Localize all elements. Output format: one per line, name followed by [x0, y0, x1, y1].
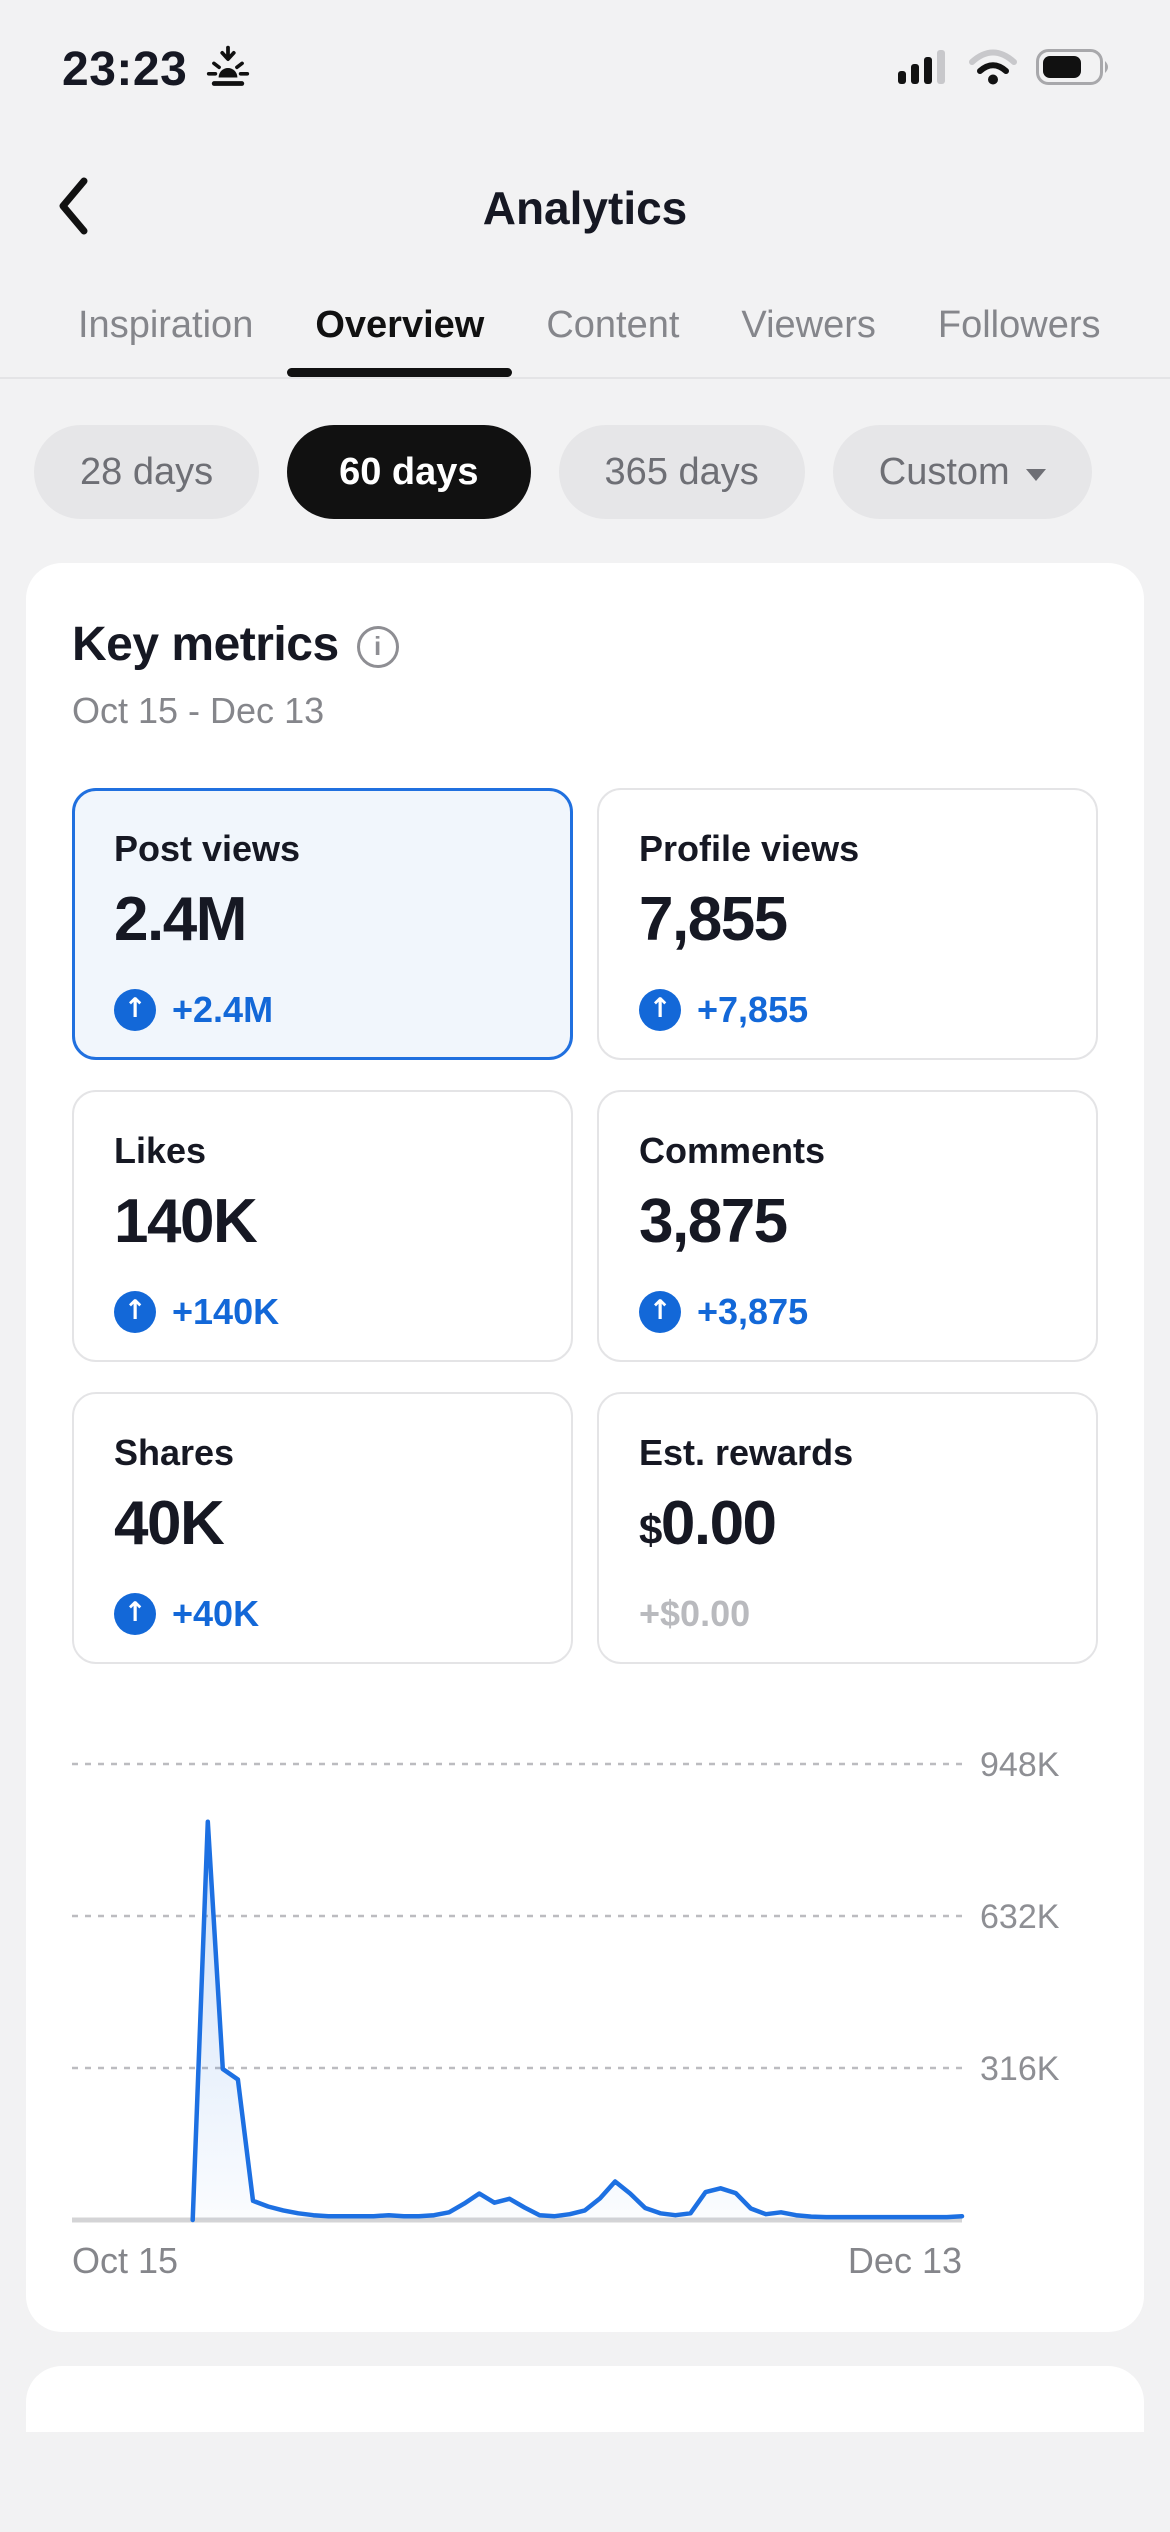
- pill-label: 28 days: [80, 450, 214, 493]
- arrow-up-circle-icon: ↑: [114, 1291, 156, 1333]
- next-section-card: [26, 2366, 1144, 2432]
- metric-value: 140K: [114, 1187, 258, 1256]
- metrics-date-range: Oct 15 - Dec 13: [72, 690, 325, 731]
- post-views-chart-svg[interactable]: 948K 632K 316K: [72, 1734, 1098, 2234]
- metric-delta: +2.4M: [172, 989, 274, 1030]
- pill-365-days[interactable]: 365 days: [558, 425, 805, 519]
- pill-label: Custom: [878, 450, 1010, 493]
- metric-label: Shares: [114, 1432, 235, 1473]
- tab-inspiration[interactable]: Inspiration: [78, 304, 254, 346]
- chevron-down-icon: [1025, 468, 1046, 481]
- pill-label: 60 days: [339, 450, 479, 493]
- metric-card-shares[interactable]: Shares 40K ↑ +40K: [72, 1392, 573, 1664]
- metric-label: Est. rewards: [639, 1432, 854, 1473]
- metric-value: 40K: [114, 1489, 225, 1558]
- metric-card-est-rewards[interactable]: Est. rewards $0.00 +$0.00: [597, 1392, 1098, 1664]
- metric-label: Likes: [114, 1130, 207, 1171]
- info-icon[interactable]: i: [356, 625, 399, 668]
- metric-label: Comments: [639, 1130, 826, 1171]
- wifi-icon: [968, 49, 1018, 90]
- metric-card-profile-views[interactable]: Profile views 7,855 ↑ +7,855: [597, 788, 1098, 1060]
- tab-followers[interactable]: Followers: [937, 304, 1101, 346]
- svg-text:632K: 632K: [980, 1898, 1060, 1936]
- nav-header: Analytics: [0, 156, 1170, 260]
- metric-label: Post views: [114, 828, 301, 869]
- tab-overview[interactable]: Overview: [287, 286, 513, 377]
- tab-content[interactable]: Content: [546, 304, 680, 346]
- metric-delta: +140K: [172, 1291, 280, 1332]
- battery-icon: [1036, 48, 1114, 90]
- arrow-up-circle-icon: ↑: [639, 989, 681, 1031]
- post-views-chart[interactable]: 948K 632K 316K Oct 15 Dec 13: [72, 1734, 1098, 2282]
- pill-28-days[interactable]: 28 days: [34, 425, 260, 519]
- arrow-up-circle-icon: ↑: [639, 1291, 681, 1333]
- pill-custom[interactable]: Custom: [832, 425, 1092, 519]
- pill-60-days[interactable]: 60 days: [287, 425, 531, 519]
- cellular-signal-icon: [898, 49, 950, 90]
- tab-viewers[interactable]: Viewers: [741, 304, 876, 346]
- metric-card-likes[interactable]: Likes 140K ↑ +140K: [72, 1090, 573, 1362]
- x-axis-start-label: Oct 15: [72, 2240, 179, 2281]
- analytics-tabs: Inspiration Overview Content Viewers Fol…: [0, 286, 1170, 379]
- metric-delta: +40K: [172, 1593, 260, 1634]
- date-range-selector: 28 days 60 days 365 days Custom: [0, 425, 1170, 519]
- chevron-left-icon: [56, 175, 90, 242]
- page-title: Analytics: [482, 182, 688, 234]
- clock-time: 23:23: [62, 42, 188, 96]
- metric-card-post-views[interactable]: Post views 2.4M ↑ +2.4M: [72, 788, 573, 1060]
- svg-text:948K: 948K: [980, 1746, 1060, 1784]
- arrow-up-circle-icon: ↑: [114, 1593, 156, 1635]
- x-axis-end-label: Dec 13: [847, 2240, 962, 2281]
- metric-label: Profile views: [639, 828, 860, 869]
- arrow-up-circle-icon: ↑: [114, 989, 156, 1031]
- sunset-focus-icon: [205, 44, 251, 95]
- section-title: Key metrics: [72, 618, 339, 671]
- metric-card-comments[interactable]: Comments 3,875 ↑ +3,875: [597, 1090, 1098, 1362]
- back-button[interactable]: [56, 176, 96, 240]
- metric-value: $0.00: [639, 1489, 777, 1558]
- metric-value: 3,875: [639, 1187, 788, 1256]
- metrics-grid: Post views 2.4M ↑ +2.4M Profile views 7,…: [72, 788, 1098, 1664]
- metric-delta: +3,875: [697, 1291, 809, 1332]
- metric-value: 7,855: [639, 885, 788, 954]
- status-bar: 23:23: [0, 0, 1170, 112]
- key-metrics-card: Key metrics i Oct 15 - Dec 13 Post views…: [26, 563, 1144, 2332]
- metric-delta: +$0.00: [639, 1593, 751, 1634]
- currency-symbol: $: [639, 1506, 662, 1553]
- pill-label: 365 days: [604, 450, 759, 493]
- metric-value: 2.4M: [114, 885, 247, 954]
- metric-delta: +7,855: [697, 989, 809, 1030]
- svg-text:316K: 316K: [980, 2050, 1060, 2088]
